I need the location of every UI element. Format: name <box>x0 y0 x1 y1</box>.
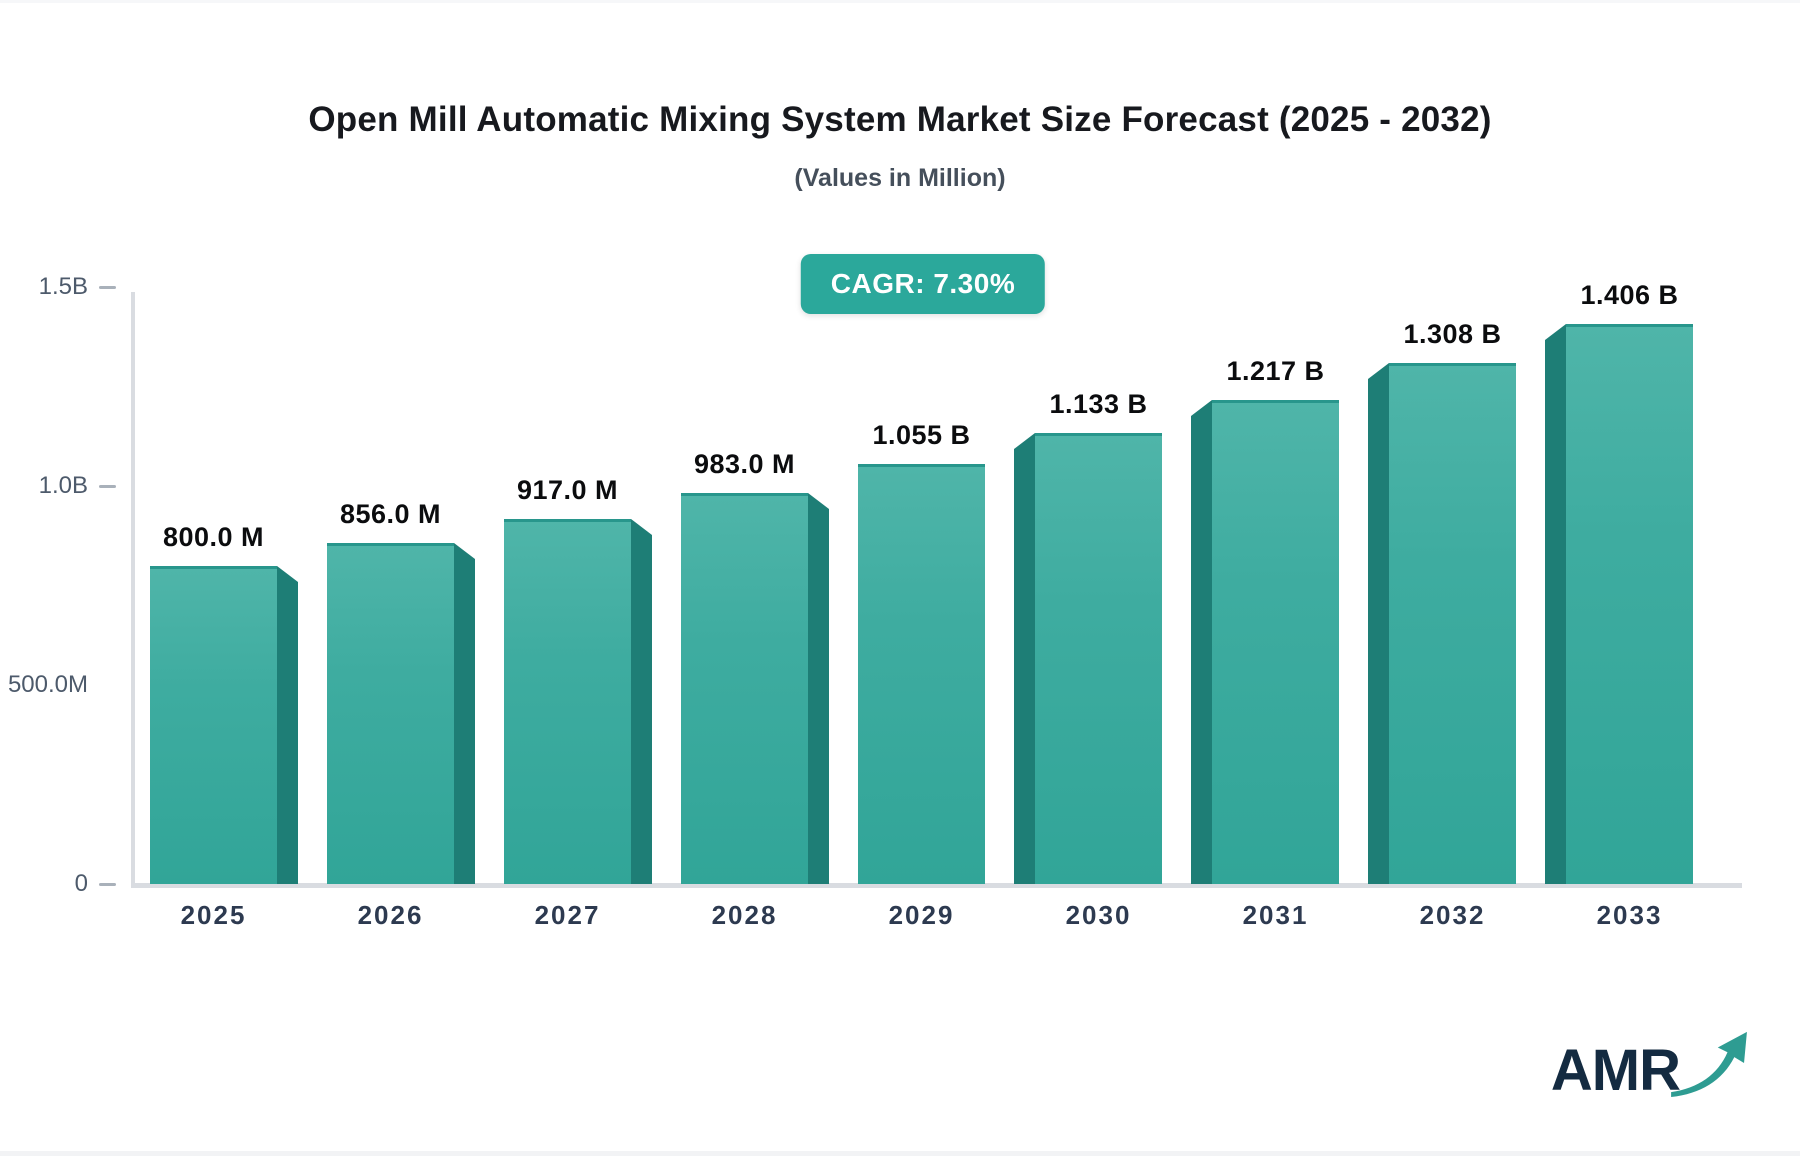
bar-3d-side-2030 <box>1014 433 1035 884</box>
bar-face-2028 <box>681 493 808 884</box>
brand-logo: AMR <box>1551 1028 1752 1100</box>
bar-3d-side-2025 <box>277 566 298 884</box>
x-axis-tick-label-2030: 2030 <box>1065 900 1132 930</box>
bar-face-2032 <box>1389 363 1516 884</box>
bar-2033 <box>1545 324 1693 884</box>
bar-value-label-2033: 1.406 B <box>1580 280 1679 310</box>
bar-2031 <box>1191 400 1339 884</box>
x-axis-tick-label-2031: 2031 <box>1242 900 1309 930</box>
bar-face-2025 <box>150 566 277 884</box>
brand-logo-text: AMR <box>1550 1038 1681 1103</box>
bar-face-2027 <box>504 519 631 884</box>
bar-value-label-2029: 1.055 B <box>872 420 971 450</box>
x-axis-tick-label-2027: 2027 <box>534 900 601 930</box>
y-axis-tick-label-1: 500.0M <box>7 671 88 698</box>
bar-2030 <box>1014 433 1162 884</box>
x-axis-tick-label-2026: 2026 <box>357 900 424 930</box>
bar-2032 <box>1368 363 1516 884</box>
y-axis-tick-label-0: 0 <box>74 870 88 897</box>
y-axis-tick-dash-0 <box>99 883 116 886</box>
bar-value-label-2032: 1.308 B <box>1403 319 1502 349</box>
bar-2027 <box>504 519 652 884</box>
x-axis-tick-label-2025: 2025 <box>180 900 247 930</box>
x-axis-tick-label-2033: 2033 <box>1596 900 1663 930</box>
bar-value-label-2025: 800.0 M <box>162 522 265 552</box>
bar-face-2033 <box>1566 324 1693 884</box>
x-axis-line <box>131 883 1742 888</box>
bar-3d-side-2028 <box>808 493 829 884</box>
bar-value-label-2026: 856.0 M <box>339 499 442 529</box>
y-axis-tick-label-3: 1.5B <box>38 273 88 300</box>
bar-face-2030 <box>1035 433 1162 884</box>
bar-face-2029 <box>858 464 985 884</box>
bottom-edge-strip <box>0 1151 1800 1156</box>
bar-value-label-2027: 917.0 M <box>516 475 619 505</box>
bar-3d-side-2032 <box>1368 363 1389 884</box>
bar-2029 <box>858 464 985 884</box>
bar-face-2031 <box>1212 400 1339 884</box>
top-edge-strip <box>0 0 1800 3</box>
x-axis-tick-label-2029: 2029 <box>888 900 955 930</box>
bar-2028 <box>681 493 829 884</box>
x-axis-tick-label-2028: 2028 <box>711 900 778 930</box>
chart-title: Open Mill Automatic Mixing System Market… <box>308 100 1492 139</box>
growth-arrow-icon <box>1671 1031 1747 1098</box>
y-axis-tick-dash-2 <box>99 485 116 488</box>
bar-value-label-2030: 1.133 B <box>1049 389 1148 419</box>
bar-face-2026 <box>327 543 454 884</box>
y-axis-line <box>131 292 135 886</box>
bar-3d-side-2033 <box>1545 324 1566 884</box>
y-axis-tick-dash-3 <box>99 286 116 289</box>
bar-value-label-2031: 1.217 B <box>1226 356 1325 386</box>
cagr-badge: CAGR: 7.30% <box>800 254 1046 314</box>
x-axis-tick-label-2032: 2032 <box>1419 900 1486 930</box>
y-axis-tick-label-2: 1.0B <box>38 472 88 499</box>
bar-2026 <box>327 543 475 884</box>
bar-2025 <box>150 566 298 884</box>
bar-3d-side-2026 <box>454 543 475 884</box>
bar-3d-side-2027 <box>631 519 652 884</box>
bar-value-label-2028: 983.0 M <box>693 449 796 479</box>
chart-subtitle: (Values in Million) <box>794 164 1006 192</box>
bar-3d-side-2031 <box>1191 400 1212 884</box>
